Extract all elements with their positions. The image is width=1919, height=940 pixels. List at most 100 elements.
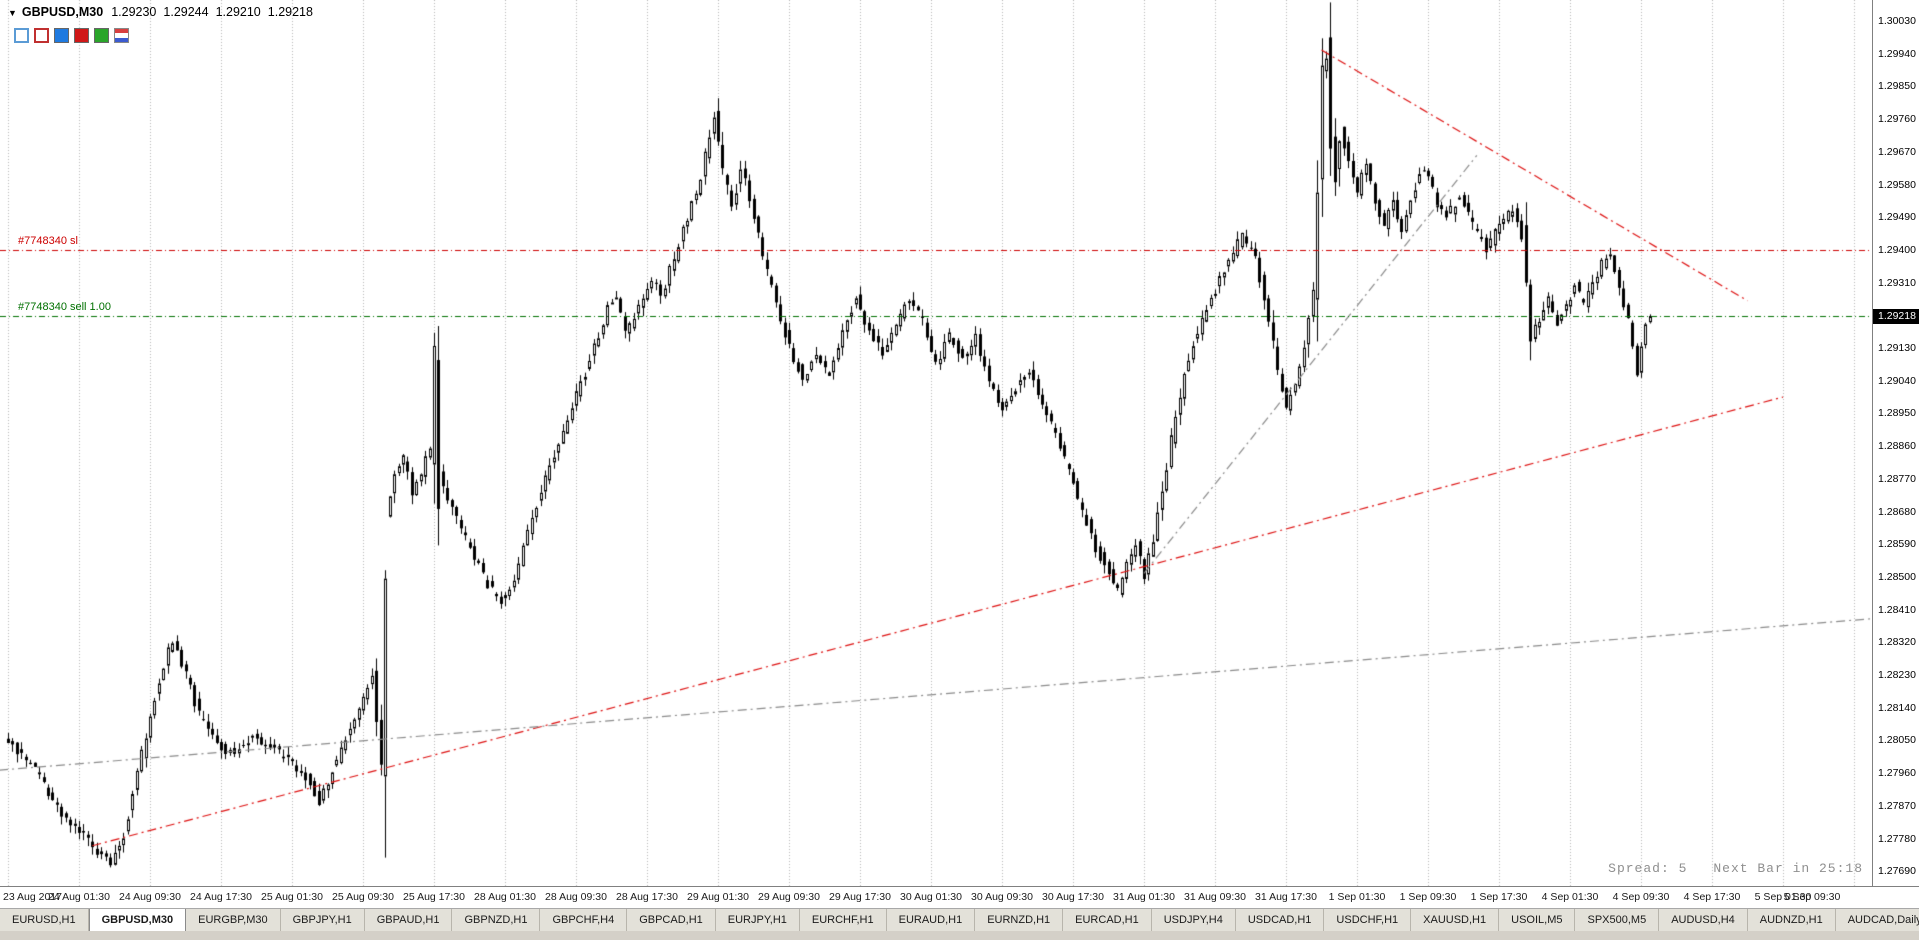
swatch-green-icon[interactable]	[94, 28, 109, 43]
current-price-tag: 1.29218	[1873, 308, 1919, 324]
ohlc-low: 1.29210	[215, 5, 261, 19]
chart-tab-gbpusd-m30[interactable]: GBPUSD,M30	[88, 909, 187, 931]
time-axis-label: 28 Aug 17:30	[616, 891, 678, 903]
time-axis-label: 29 Aug 01:30	[687, 891, 749, 903]
time-axis-label: 25 Aug 01:30	[261, 891, 323, 903]
ohlc-open: 1.29230	[111, 5, 157, 19]
stop-loss-line-label[interactable]: #7748340 sl	[18, 234, 78, 247]
chart-tab-spx500-m5[interactable]: SPX500,M5	[1575, 909, 1660, 931]
ohlc-high: 1.29244	[163, 5, 209, 19]
time-axis-label: 29 Aug 17:30	[829, 891, 891, 903]
chart-title: ▼ GBPUSD,M30 1.29230 1.29244 1.29210 1.29218	[8, 5, 320, 19]
price-axis-label: 1.28950	[1878, 407, 1916, 420]
swatch-red-icon[interactable]	[74, 28, 89, 43]
time-axis-label: 4 Sep 01:30	[1541, 891, 1599, 903]
chart-tab-eurusd-h1[interactable]: EURUSD,H1	[0, 909, 89, 931]
price-axis-label: 1.28410	[1878, 603, 1916, 616]
time-axis-label: 30 Aug 17:30	[1042, 891, 1104, 903]
time-axis-label: 28 Aug 09:30	[545, 891, 607, 903]
time-axis-label: 31 Aug 01:30	[1113, 891, 1175, 903]
chart-tab-eurjpy-h1[interactable]: EURJPY,H1	[716, 909, 800, 931]
price-axis[interactable]: 1.29218 1.30030 1.29940 1.29850 1.29760 1.29…	[1872, 0, 1919, 886]
price-axis-label: 1.28680	[1878, 505, 1916, 518]
time-axis-label: 24 Aug 17:30	[190, 891, 252, 903]
chart-tab-gbpaud-h1[interactable]: GBPAUD,H1	[365, 909, 453, 931]
time-axis-label: 24 Aug 09:30	[119, 891, 181, 903]
candlestick-chart[interactable]	[0, 0, 1872, 886]
price-axis-label: 1.28320	[1878, 636, 1916, 649]
chart-tab-eurchf-h1[interactable]: EURCHF,H1	[800, 909, 887, 931]
time-axis-label: 30 Aug 01:30	[900, 891, 962, 903]
time-axis-label: 31 Aug 09:30	[1184, 891, 1246, 903]
price-axis-label: 1.28500	[1878, 570, 1916, 583]
stripe	[115, 37, 128, 42]
time-axis-label: 28 Aug 01:30	[474, 891, 536, 903]
sell-position-line-label[interactable]: #7748340 sell 1.00	[18, 301, 111, 314]
color-swatch-toolbar	[14, 28, 129, 43]
time-axis-label: 30 Aug 09:30	[971, 891, 1033, 903]
chart-tab-eurgbp-m30[interactable]: EURGBP,M30	[186, 909, 281, 931]
chart-tab-gbpcad-h1[interactable]: GBPCAD,H1	[627, 909, 716, 931]
swatch-blue-icon[interactable]	[54, 28, 69, 43]
time-axis-label: 31 Aug 17:30	[1255, 891, 1317, 903]
time-axis-label: 4 Sep 17:30	[1683, 891, 1741, 903]
price-axis-label: 1.29130	[1878, 342, 1916, 354]
ohlc-close: 1.29218	[267, 5, 313, 19]
price-axis-label: 1.29580	[1878, 178, 1916, 191]
stripe	[115, 29, 128, 34]
chart-symbol-period: GBPUSD,M30	[21, 5, 104, 19]
price-axis-label: 1.28050	[1878, 734, 1916, 747]
price-axis-label: 1.27690	[1878, 865, 1916, 878]
price-axis-label: 1.29310	[1878, 276, 1916, 289]
time-axis-label: 25 Aug 09:30	[332, 891, 394, 903]
swatch-blue-outline-icon[interactable]	[14, 28, 29, 43]
time-axis-label: 1 Sep 01:30	[1328, 891, 1386, 903]
time-axis-label: 29 Aug 09:30	[758, 891, 820, 903]
time-axis-label: 4 Sep 09:30	[1612, 891, 1670, 903]
chart-tab-bar: EURUSD,H1 GBPUSD,M30 EURGBP,M30 GBPJPY,H1 GB…	[0, 908, 1919, 931]
time-axis-label: 5 Sep 01:30	[1754, 891, 1812, 903]
chart-tab-gbpjpy-h1[interactable]: GBPJPY,H1	[281, 909, 365, 931]
chart-tab-xauusd-h1[interactable]: XAUUSD,H1	[1411, 909, 1500, 931]
chart-tab-eurnzd-h1[interactable]: EURNZD,H1	[975, 909, 1064, 931]
swatch-red-outline-icon[interactable]	[34, 28, 49, 43]
price-axis-label: 1.29040	[1878, 374, 1916, 387]
stripe	[115, 33, 128, 38]
window-bottom-strip	[0, 931, 1919, 940]
chart-tab-audusd-h4[interactable]: AUDUSD,H4	[1659, 909, 1748, 931]
price-axis-label: 1.29760	[1878, 113, 1916, 126]
chart-tab-eurcad-h1[interactable]: EURCAD,H1	[1063, 909, 1152, 931]
chart-tab-audnzd-h1[interactable]: AUDNZD,H1	[1748, 909, 1836, 931]
price-axis-label: 1.29490	[1878, 211, 1916, 224]
chart-tab-usoil-m5[interactable]: USOIL,M5	[1499, 909, 1576, 931]
time-axis-label: 1 Sep 09:30	[1399, 891, 1457, 903]
chart-tab-gbpnzd-h1[interactable]: GBPNZD,H1	[452, 909, 541, 931]
chart-tab-usdchf-h1[interactable]: USDCHF,H1	[1324, 909, 1412, 931]
chart-tab-usdcad-h1[interactable]: USDCAD,H1	[1236, 909, 1325, 931]
next-bar-countdown: Next Bar in 25:18	[1713, 861, 1863, 876]
price-axis-label: 1.29850	[1878, 80, 1916, 93]
time-axis-label: 1 Sep 17:30	[1470, 891, 1528, 903]
price-axis-label: 1.28590	[1878, 538, 1916, 551]
price-axis-label: 1.30030	[1878, 15, 1916, 27]
price-axis-label: 1.28140	[1878, 701, 1916, 714]
swatch-striped-icon[interactable]	[114, 28, 129, 43]
chart-tab-gbpchf-h4[interactable]: GBPCHF,H4	[540, 909, 628, 931]
time-axis-label: 25 Aug 17:30	[403, 891, 465, 903]
price-axis-label: 1.28230	[1878, 669, 1916, 681]
chart-tab-euraud-h1[interactable]: EURAUD,H1	[887, 909, 976, 931]
price-axis-label: 1.29940	[1878, 47, 1916, 60]
spread-nextbar-status: Spread: 5 Next Bar in 25:18	[1608, 861, 1863, 876]
time-axis-label: 5 Sep 09:30	[1783, 891, 1841, 903]
spread-value: Spread: 5	[1608, 861, 1688, 876]
price-axis-label: 1.27780	[1878, 832, 1916, 845]
price-axis-label: 1.29400	[1878, 243, 1916, 256]
chart-tab-usdjpy-h4[interactable]: USDJPY,H4	[1152, 909, 1236, 931]
time-axis[interactable]: 23 Aug 2017 24 Aug 01:30 24 Aug 09:30 24 Au…	[0, 886, 1919, 908]
price-axis-label: 1.27960	[1878, 767, 1916, 780]
chart-tab-audcad-daily[interactable]: AUDCAD,Daily	[1836, 909, 1919, 931]
one-click-trading-collapse-icon[interactable]: ▼	[8, 8, 17, 18]
price-axis-label: 1.27870	[1878, 799, 1916, 812]
time-axis-label: 23 Aug 2017	[3, 891, 62, 903]
